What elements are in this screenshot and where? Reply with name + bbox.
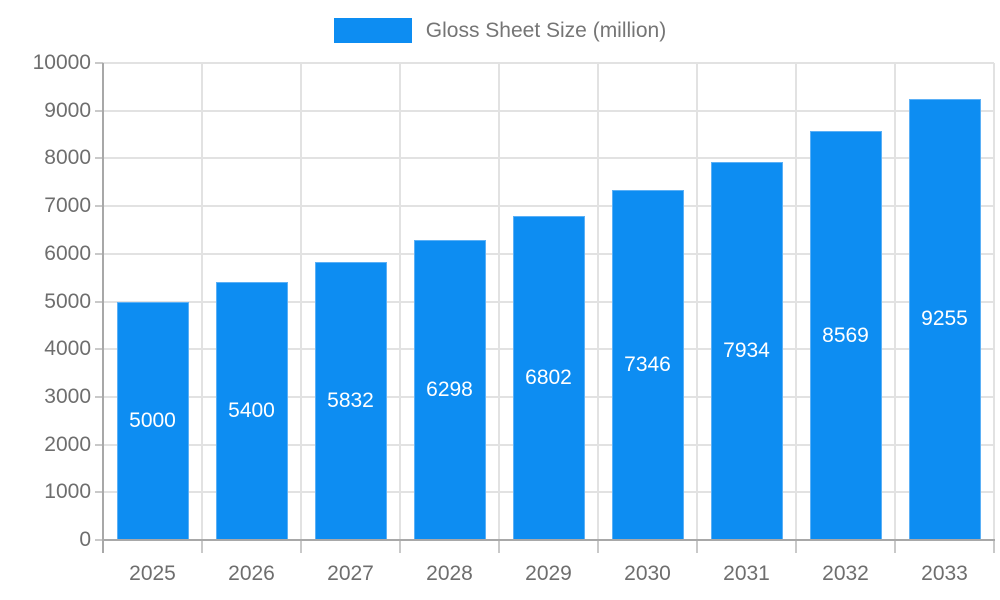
x-axis-tick: [597, 541, 599, 553]
y-axis-tick-label: 6000: [44, 241, 91, 265]
y-axis-tick: [95, 443, 103, 446]
x-axis-tick: [696, 541, 698, 553]
x-axis-tick-label: 2025: [129, 562, 176, 585]
y-axis-tick-label: 10000: [32, 51, 91, 74]
h-gridline: [103, 157, 994, 160]
v-gridline: [498, 63, 500, 540]
bar-value-label: 6298: [426, 377, 473, 401]
y-axis-tick-label: 7000: [44, 194, 91, 218]
y-axis-tick: [95, 348, 103, 351]
bar-2030[interactable]: [611, 189, 684, 540]
y-axis-tick: [95, 62, 103, 64]
v-gridline: [795, 63, 797, 540]
x-axis-tick: [795, 541, 797, 553]
bar-2032[interactable]: [809, 131, 882, 540]
y-axis-tick-label: 5000: [44, 289, 91, 313]
h-gridline: [103, 205, 994, 208]
x-axis-tick: [993, 541, 995, 553]
y-axis-tick: [95, 300, 103, 303]
bar-2029[interactable]: [512, 215, 585, 540]
y-axis-tick-label: 2000: [44, 432, 91, 456]
y-axis-tick: [95, 252, 103, 255]
bar-value-label: 9255: [921, 307, 968, 331]
legend-swatch: [333, 17, 412, 43]
y-axis-tick: [95, 157, 103, 160]
x-axis-tick-label: 2028: [426, 562, 473, 585]
legend-label: Gloss Sheet Size (million): [425, 18, 667, 42]
v-gridline: [696, 63, 698, 540]
bar-value-label: 5832: [327, 388, 374, 412]
bar-2028[interactable]: [413, 239, 486, 540]
y-axis-tick-label: 3000: [44, 384, 91, 408]
x-axis-tick-label: 2031: [723, 562, 770, 585]
legend-item[interactable]: Gloss Sheet Size (million): [0, 17, 1000, 43]
y-axis-tick-label: 4000: [44, 337, 91, 361]
x-axis-tick: [201, 541, 203, 553]
x-axis-tick-label: 2029: [525, 562, 572, 585]
bar-value-label: 7934: [723, 338, 770, 362]
y-axis-tick: [95, 395, 103, 398]
v-gridline: [300, 63, 302, 540]
h-gridline: [103, 62, 994, 64]
bar-2025[interactable]: [116, 301, 189, 540]
x-axis-tick-label: 2030: [624, 562, 671, 585]
y-axis-tick-label: 1000: [44, 480, 91, 504]
bar-2026[interactable]: [215, 282, 288, 540]
y-axis-tick: [95, 205, 103, 208]
h-gridline: [103, 109, 994, 112]
v-gridline: [399, 63, 401, 540]
x-axis-tick-label: 2033: [921, 562, 968, 585]
y-axis-tick-label: 8000: [44, 146, 91, 170]
x-axis-tick-label: 2026: [228, 562, 275, 585]
v-gridline: [201, 63, 203, 540]
x-axis-line: [102, 539, 995, 541]
v-gridline: [993, 63, 995, 540]
bar-value-label: 5400: [228, 399, 275, 423]
x-axis-tick: [300, 541, 302, 553]
bar-2031[interactable]: [710, 161, 783, 540]
x-axis-tick: [399, 541, 401, 553]
bar-value-label: 5000: [129, 408, 176, 432]
x-axis-tick: [894, 541, 896, 553]
y-axis-tick-label: 9000: [44, 98, 91, 122]
x-axis-tick-label: 2032: [822, 562, 869, 585]
y-axis-tick: [95, 491, 103, 494]
x-axis-tick-label: 2027: [327, 562, 374, 585]
bar-value-label: 6802: [525, 365, 572, 389]
y-axis-line: [102, 63, 104, 553]
y-axis-tick: [95, 109, 103, 112]
bar-2027[interactable]: [314, 261, 387, 540]
v-gridline: [894, 63, 896, 540]
v-gridline: [597, 63, 599, 540]
y-axis-tick-label: 0: [79, 528, 91, 551]
bar-value-label: 8569: [822, 323, 869, 347]
x-axis-tick: [498, 541, 500, 553]
bar-2033[interactable]: [908, 98, 981, 540]
y-axis-tick: [95, 539, 103, 541]
bar-value-label: 7346: [624, 352, 671, 376]
